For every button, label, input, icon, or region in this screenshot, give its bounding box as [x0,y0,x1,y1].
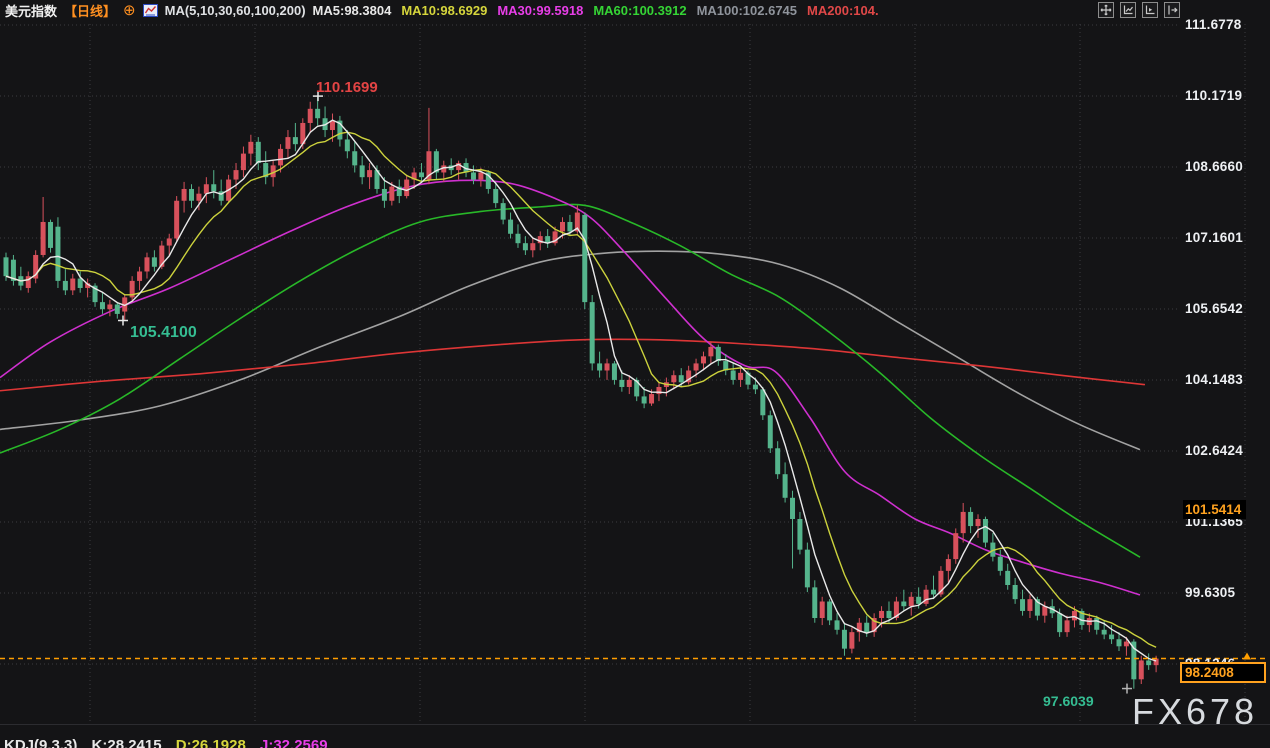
ma-value: MA60:100.3912 [593,3,687,18]
chart-toolbar [1098,2,1180,18]
axis-label: 102.6424 [1185,442,1243,458]
crosshair-pan-icon[interactable] [1098,2,1114,18]
pane-divider [0,724,1270,725]
instrument-title: 美元指数 [5,4,58,19]
recent-low-annotation: 97.6039 [1043,692,1094,709]
ma-value: MA100:102.6745 [696,3,798,18]
kline-style-icon[interactable] [142,4,158,17]
axis-label: 107.1601 [1185,229,1243,245]
kdj-d-value: D:26.1928 [175,737,246,748]
axis-label: 99.6305 [1185,584,1236,600]
ma-value: MA10:98.6929 [401,3,488,18]
panel-collapse-icon[interactable] [1164,2,1180,18]
kdj-footer: KDJ(9,3,3) K:28.2415 D:26.1928 J:32.2569 [4,737,338,748]
current-price-box: 98.2408 [1180,661,1266,683]
watermark: FX678 [1132,691,1259,732]
axis-label: 108.6660 [1185,158,1243,174]
axis-label: 110.1719 [1185,88,1243,103]
high-annotation: 110.1699 [316,79,378,97]
period-selector[interactable]: 【日线】 [64,4,117,19]
axis-label: 104.1483 [1185,371,1243,387]
ma-value: MA5:98.3804 [312,3,392,18]
low-annotation: 105.4100 [130,323,197,341]
chart-playback-icon[interactable] [1142,2,1158,18]
axis-label: 105.6542 [1185,300,1243,316]
ma-values: MA5:98.3804 MA10:98.6929 MA30:99.5918 MA60:… [313,3,889,18]
chart-scale-icon[interactable] [1120,2,1136,18]
kdj-indicator-label: KDJ(9,3,3) [4,737,78,748]
compare-add-icon[interactable]: ⊕ [123,2,136,19]
ma-value: MA200:104. [807,3,879,18]
ma-settings-label: MA(5,10,30,60,100,200) [164,3,306,18]
axis-label: 111.6778 [1185,17,1242,32]
kdj-k-value: K:28.2415 [91,737,162,748]
chart-header: 美元指数 【日线】 ⊕ MA(5,10,30,60,100,200) MA5:9… [0,0,889,21]
ma-value: MA30:99.5918 [497,3,584,18]
kdj-j-value: J:32.2569 [260,737,328,748]
marked-price-label: 101.5414 [1183,499,1247,519]
